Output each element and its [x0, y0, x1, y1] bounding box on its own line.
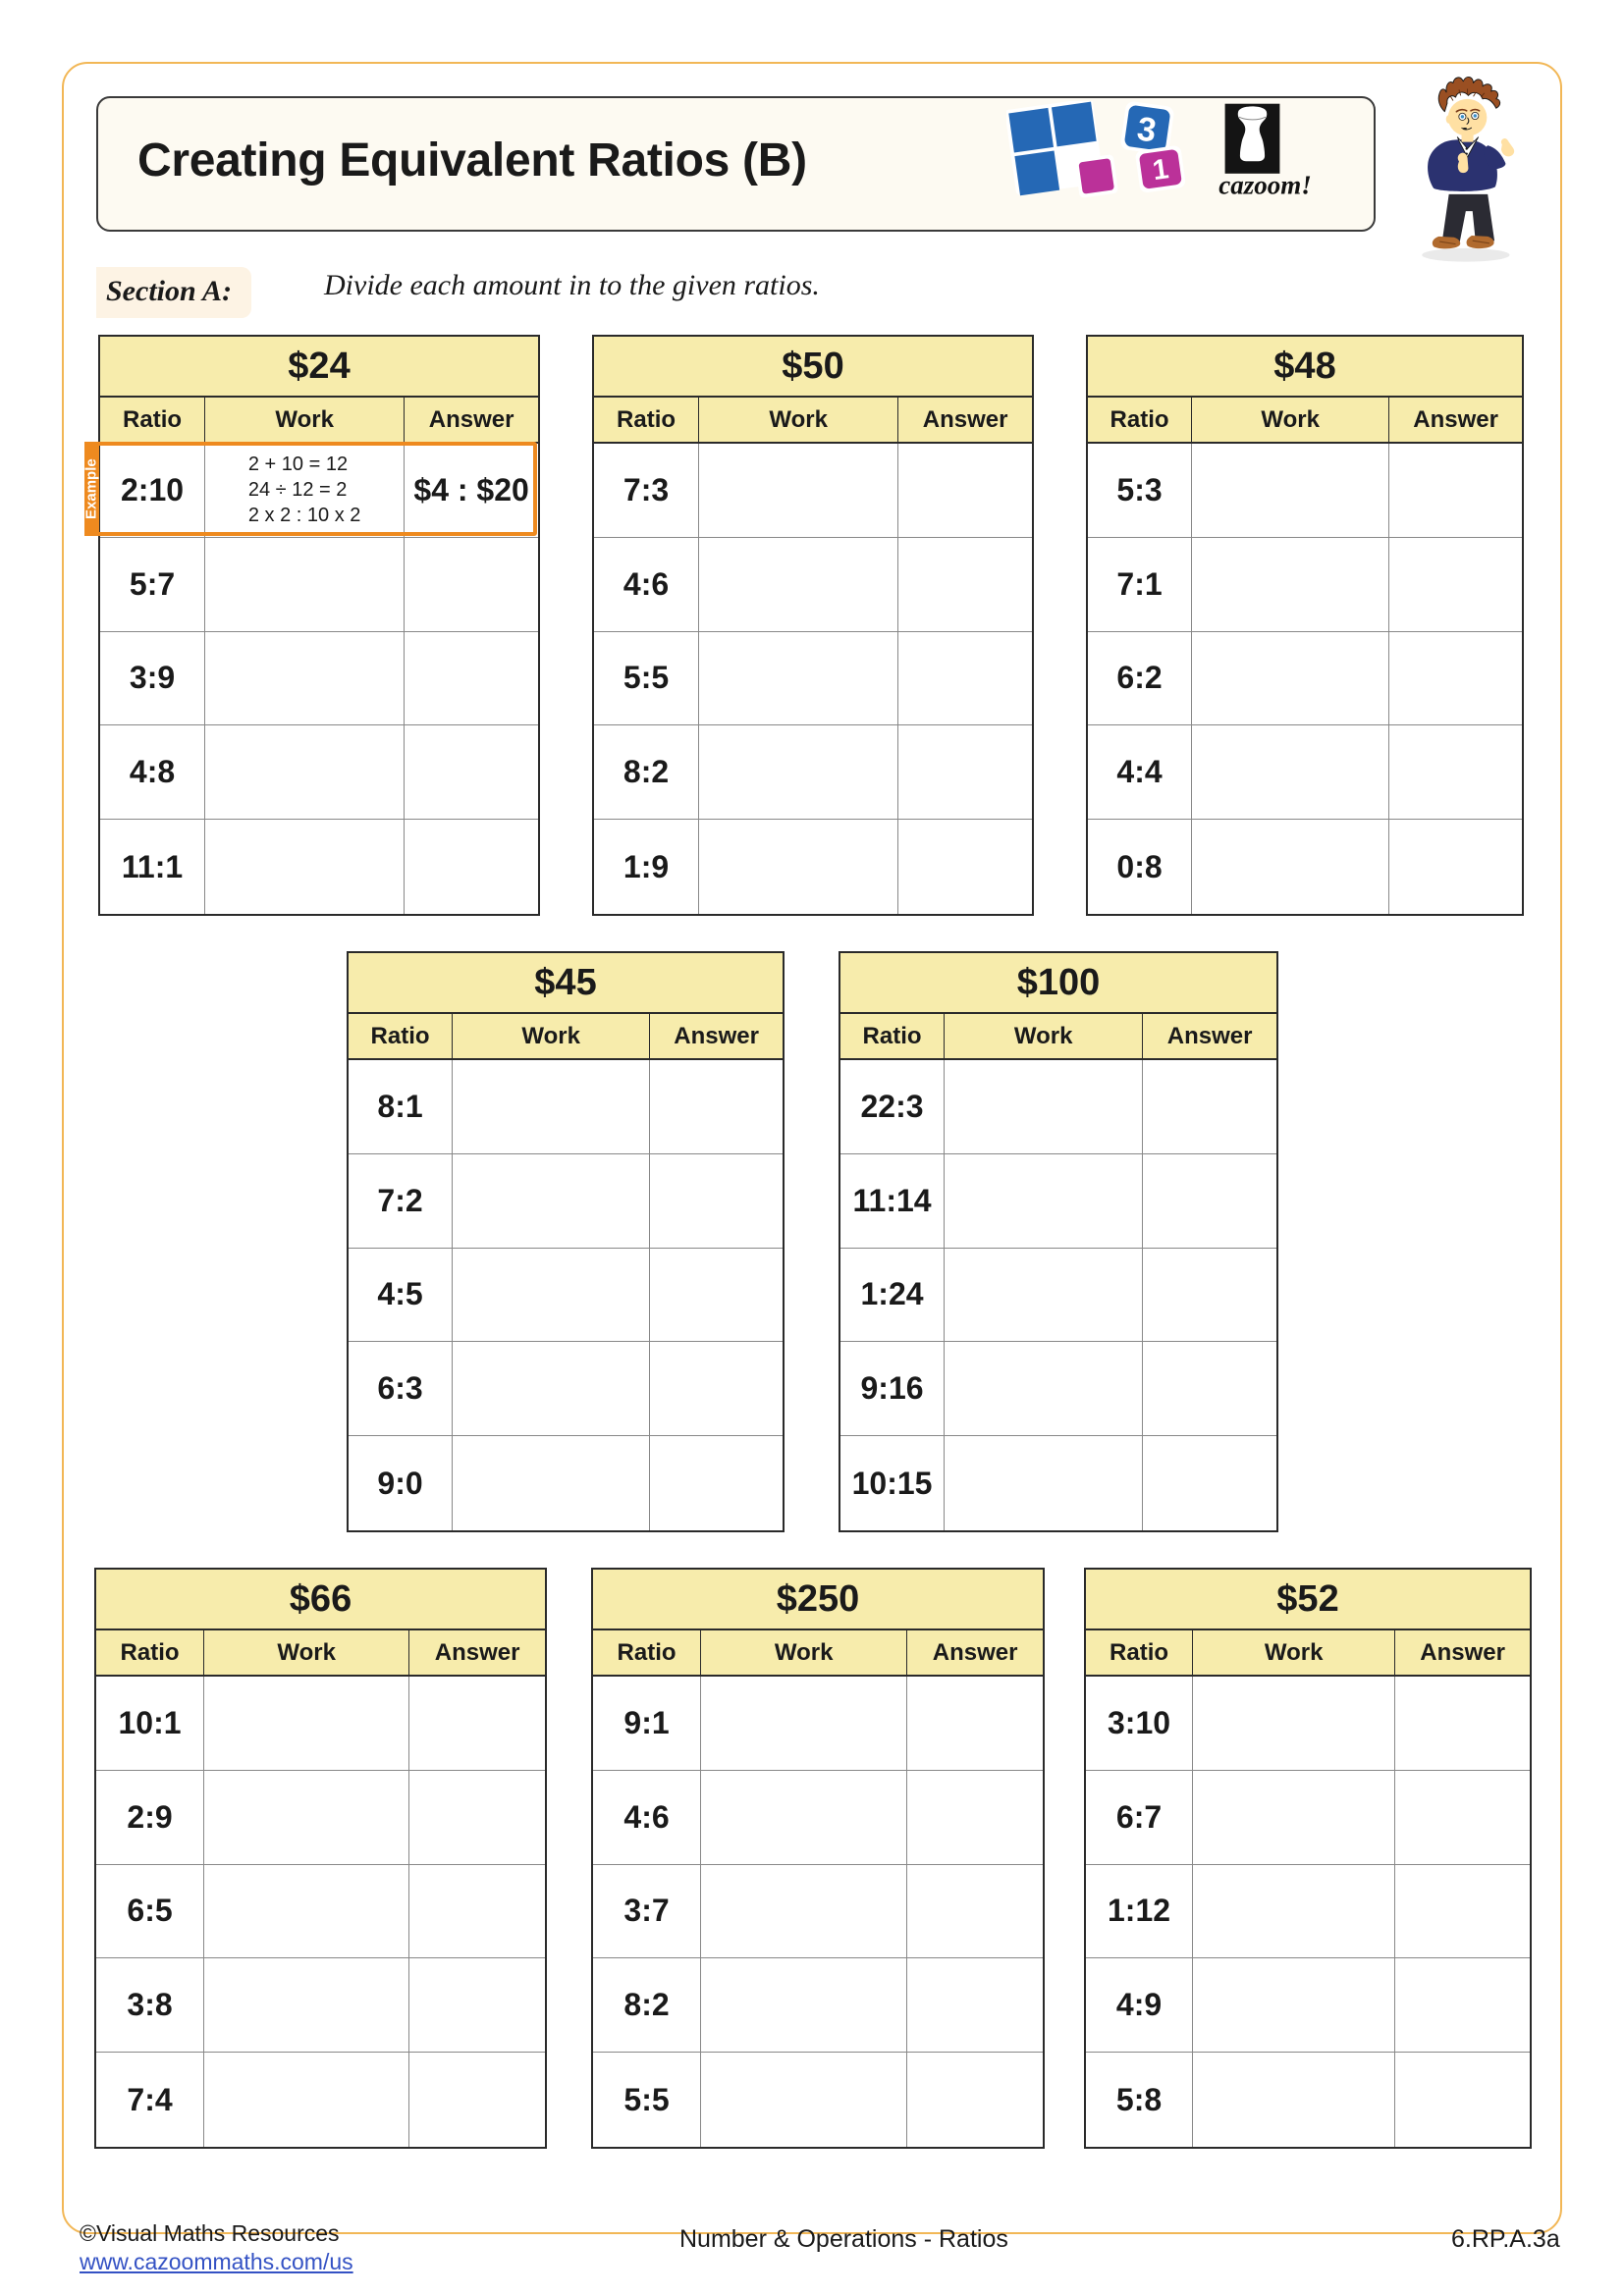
- svg-text:cazoom!: cazoom!: [1218, 171, 1312, 199]
